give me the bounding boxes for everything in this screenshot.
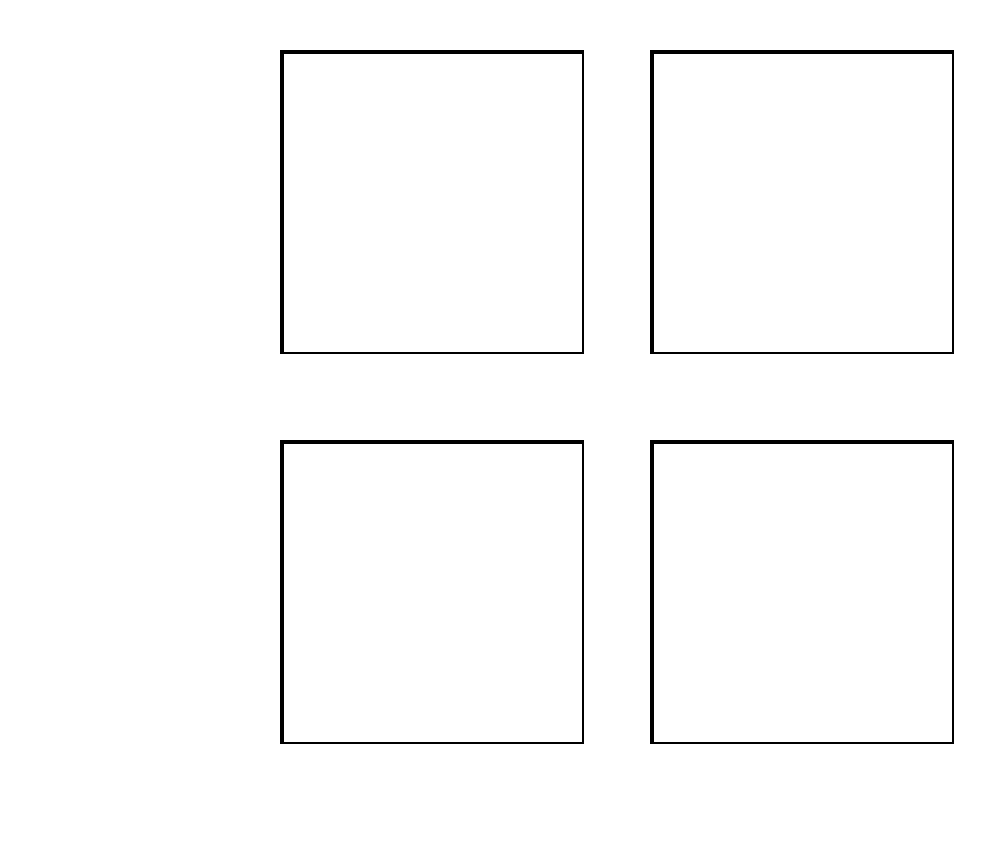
quadrant-line-v bbox=[282, 442, 284, 742]
quadrant-line-v bbox=[652, 52, 654, 352]
quadrant-line-v bbox=[652, 442, 654, 742]
flow-panel-standard-foxp3 bbox=[650, 50, 954, 354]
quadrant-line-h bbox=[282, 52, 582, 54]
density-plot bbox=[652, 52, 952, 352]
quadrant-line-h bbox=[652, 442, 952, 444]
quadrant-line-v bbox=[282, 52, 284, 352]
flow-panel-standard-isotype bbox=[280, 50, 584, 354]
quadrant-line-h bbox=[282, 442, 582, 444]
figure-canvas bbox=[0, 0, 1000, 850]
flow-panel-optimized-isotype bbox=[280, 440, 584, 744]
flow-panel-optimized-foxp3 bbox=[650, 440, 954, 744]
density-plot bbox=[282, 442, 582, 742]
density-plot bbox=[282, 52, 582, 352]
quadrant-line-h bbox=[652, 52, 952, 54]
density-plot bbox=[652, 442, 952, 742]
